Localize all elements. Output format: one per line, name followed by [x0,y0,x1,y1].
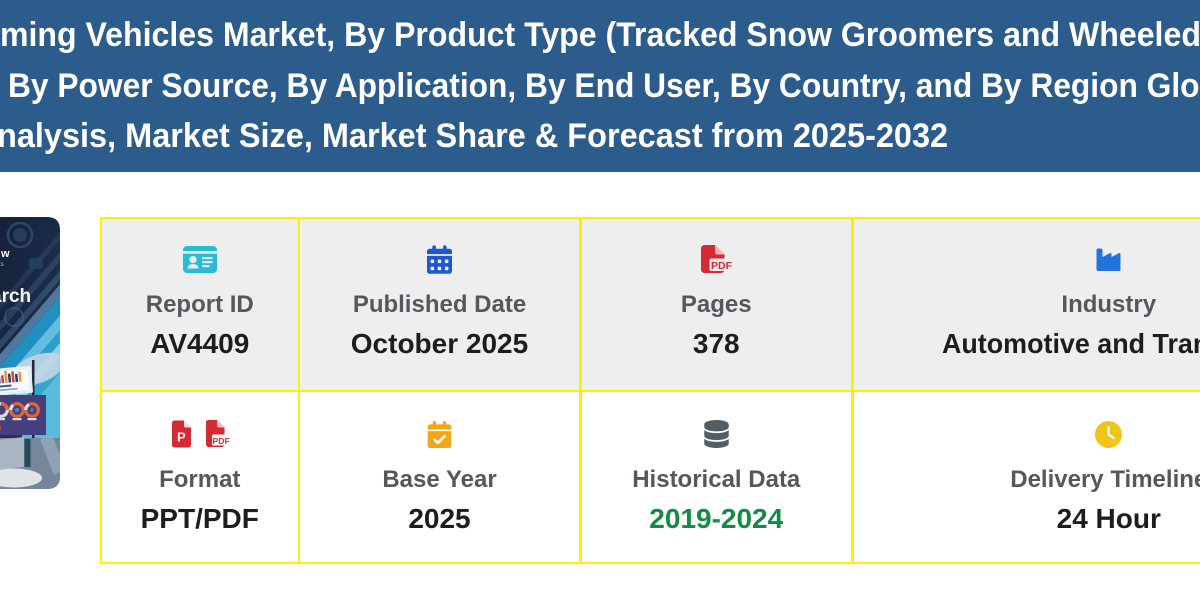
svg-text:ts: ts [0,262,4,268]
svg-text:PDF: PDF [711,260,733,272]
svg-text:w: w [0,248,10,260]
svg-text:PDF: PDF [212,436,229,446]
svg-text:arch: arch [0,286,31,307]
svg-text:P: P [177,430,186,445]
